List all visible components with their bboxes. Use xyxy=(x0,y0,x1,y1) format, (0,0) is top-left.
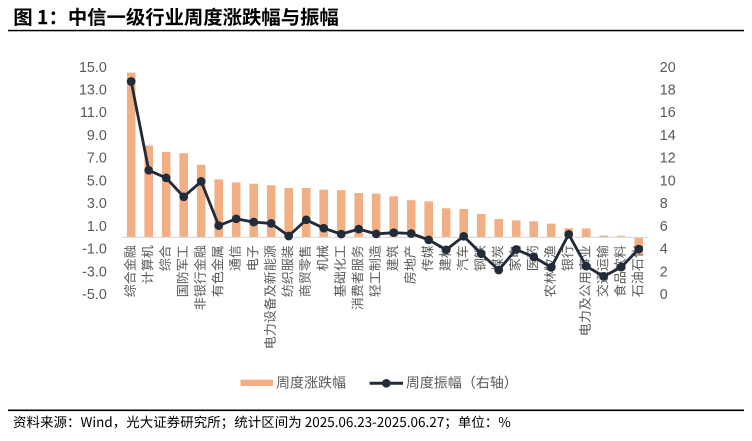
svg-text:0: 0 xyxy=(660,287,668,303)
svg-text:-3.0: -3.0 xyxy=(82,264,107,280)
svg-text:9.0: 9.0 xyxy=(87,128,107,144)
svg-text:8: 8 xyxy=(660,196,668,212)
svg-text:12: 12 xyxy=(660,151,676,167)
svg-text:20: 20 xyxy=(660,60,676,76)
svg-text:4: 4 xyxy=(660,242,668,258)
svg-text:10: 10 xyxy=(660,173,676,189)
svg-text:6: 6 xyxy=(660,219,668,235)
svg-text:7.0: 7.0 xyxy=(87,151,107,167)
svg-text:2: 2 xyxy=(660,264,668,280)
svg-text:5.0: 5.0 xyxy=(87,173,107,189)
svg-text:18: 18 xyxy=(660,83,676,99)
svg-text:1.0: 1.0 xyxy=(87,219,107,235)
svg-text:15.0: 15.0 xyxy=(79,60,107,76)
svg-text:-5.0: -5.0 xyxy=(82,287,107,303)
svg-text:11.0: 11.0 xyxy=(80,105,107,121)
svg-text:13.0: 13.0 xyxy=(79,83,107,99)
svg-text:-1.0: -1.0 xyxy=(82,242,107,258)
svg-text:16: 16 xyxy=(660,105,676,121)
svg-text:3.0: 3.0 xyxy=(87,196,107,212)
svg-text:14: 14 xyxy=(660,128,676,144)
